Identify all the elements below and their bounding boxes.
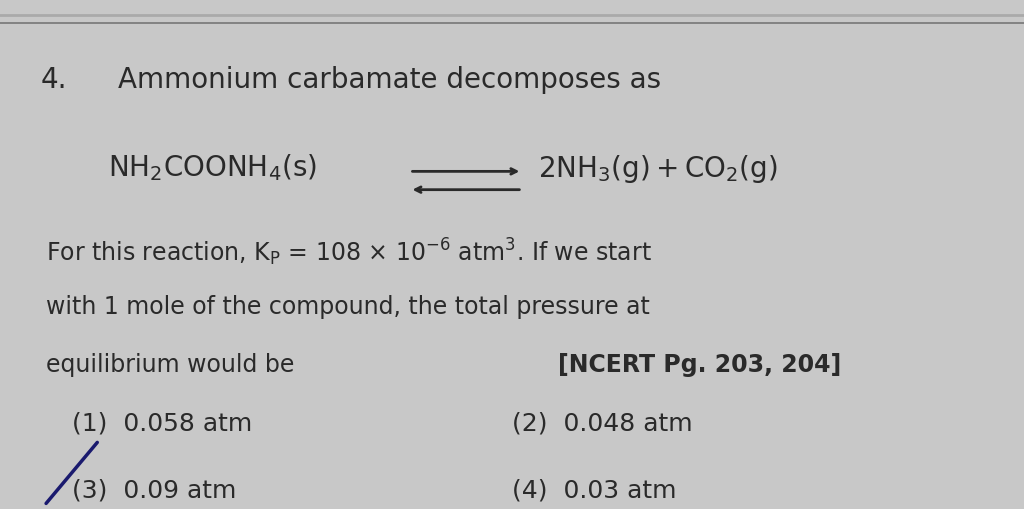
Text: Ammonium carbamate decomposes as: Ammonium carbamate decomposes as [118, 66, 660, 94]
Text: $\mathregular{2NH_3(g) + CO_2(g)}$: $\mathregular{2NH_3(g) + CO_2(g)}$ [538, 153, 777, 185]
Text: $\mathregular{NH_2COONH_4(s)}$: $\mathregular{NH_2COONH_4(s)}$ [108, 153, 316, 183]
Text: (1)  0.058 atm: (1) 0.058 atm [72, 412, 252, 436]
Text: with 1 mole of the compound, the total pressure at: with 1 mole of the compound, the total p… [46, 295, 650, 319]
Text: 4.: 4. [41, 66, 68, 94]
Text: (2)  0.048 atm: (2) 0.048 atm [512, 412, 692, 436]
Text: equilibrium would be: equilibrium would be [46, 353, 295, 377]
Text: (3)  0.09 atm: (3) 0.09 atm [72, 478, 237, 502]
Text: For this reaction, K$_\mathrm{P}$ = 108 × 10$^{-6}$ atm$^3$. If we start: For this reaction, K$_\mathrm{P}$ = 108 … [46, 237, 652, 268]
Text: (4)  0.03 atm: (4) 0.03 atm [512, 478, 677, 502]
Text: [NCERT Pg. 203, 204]: [NCERT Pg. 203, 204] [558, 353, 842, 377]
